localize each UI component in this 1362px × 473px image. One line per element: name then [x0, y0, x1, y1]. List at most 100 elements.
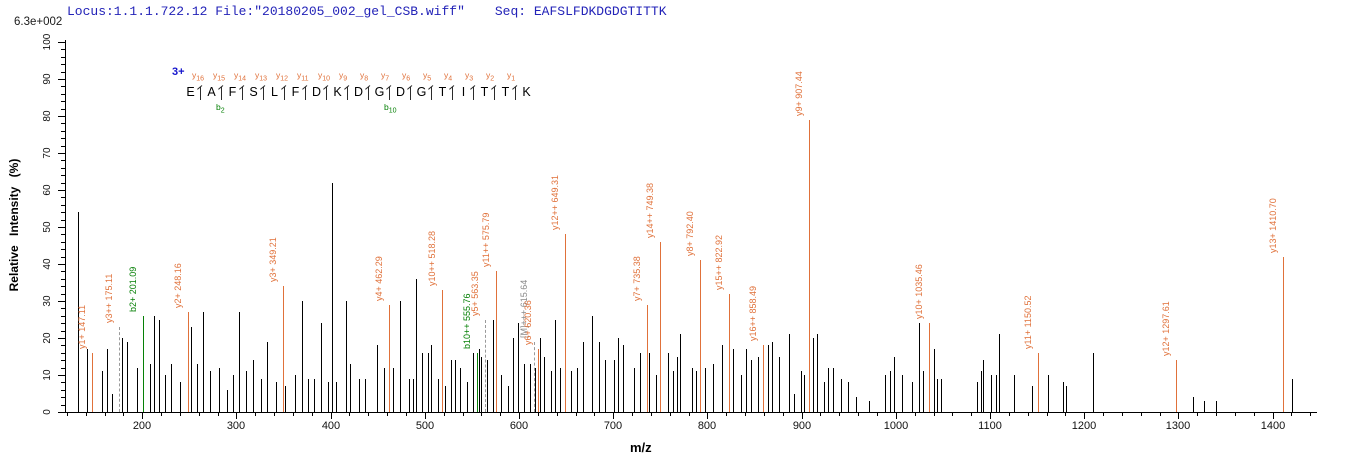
peak-line [438, 378, 439, 412]
x-major-tick [519, 413, 520, 419]
b-ion-label: b10 [384, 102, 397, 115]
x-major-tick [1178, 413, 1179, 419]
peak-annotation: b2+ 201.09 [128, 266, 138, 312]
peptide-residue: A [207, 85, 216, 99]
peak-line [359, 378, 360, 412]
peak-line [560, 367, 561, 412]
peak-line [102, 371, 103, 412]
y-ion-label: y3 [465, 70, 474, 83]
x-minor-tick [67, 413, 68, 416]
y-axis-line [65, 40, 66, 413]
annotated-peak-line [283, 286, 284, 412]
y-tick-label: 30 [42, 295, 53, 307]
fragment-mark-vertical [221, 87, 222, 100]
peptide-residue: D [311, 85, 322, 99]
peak-line [508, 386, 509, 412]
x-axis-title: m/z [630, 440, 652, 455]
peak-annotation: y12++ 649.31 [550, 175, 560, 231]
y-minor-tick [61, 175, 65, 176]
fragment-mark-vertical [305, 87, 306, 100]
x-minor-tick [123, 413, 124, 416]
peak-line [991, 375, 992, 412]
peak-line [824, 382, 825, 412]
peak-line [551, 371, 552, 412]
fragmentation-separator: y6 [402, 70, 415, 100]
y-minor-tick [61, 286, 65, 287]
y-ion-label: y5 [423, 70, 432, 83]
annotated-peak-line [442, 289, 443, 412]
x-minor-tick [858, 413, 859, 416]
x-minor-tick [670, 413, 671, 416]
peak-line [741, 375, 742, 412]
y-minor-tick [61, 390, 65, 391]
peak-line [592, 315, 593, 412]
fragment-mark-vertical [389, 87, 390, 100]
fragment-mark-vertical [452, 87, 453, 100]
peak-line [501, 375, 502, 412]
y-minor-tick [61, 353, 65, 354]
peak-line [677, 356, 678, 412]
b-ion-label: b2 [216, 102, 225, 115]
locus-file-text: Locus:1.1.1.722.12 File:"20180205_002_ge… [67, 4, 465, 19]
peak-line [246, 371, 247, 412]
peak-line [481, 356, 482, 412]
fragmentation-separator: y5 [423, 70, 436, 100]
fragmentation-separator: y16 [192, 70, 205, 100]
x-major-tick [990, 413, 991, 419]
fragmentation-separator: y8 [360, 70, 373, 100]
fragmentation-separator: y2 [486, 70, 499, 100]
peak-line [869, 400, 870, 412]
peak-annotation: y5+ 563.35 [470, 270, 480, 316]
x-major-tick [425, 413, 426, 419]
peak-line [1048, 375, 1049, 412]
x-tick-label: 1300 [1165, 420, 1191, 432]
y-minor-tick [61, 94, 65, 95]
x-major-tick [613, 413, 614, 419]
peak-line [919, 323, 920, 412]
x-minor-tick [463, 413, 464, 416]
peak-line [1014, 375, 1015, 412]
y-minor-tick [61, 308, 65, 309]
peak-line [535, 367, 536, 412]
annotated-peak-line [496, 271, 497, 412]
y-minor-tick [61, 323, 65, 324]
peak-line [530, 363, 531, 412]
peak-line [768, 345, 769, 412]
peak-line [180, 382, 181, 412]
fragment-mark-vertical [200, 87, 201, 100]
peak-line [634, 367, 635, 412]
peak-annotation: y8+ 792.40 [685, 211, 695, 257]
peak-annotation: y12+ 1297.61 [1161, 301, 1171, 357]
sequence-text: Seq: EAFSLFDKDGDGTITTK [494, 4, 667, 19]
y-tick-label: 50 [42, 221, 53, 233]
x-tick-label: 1100 [978, 420, 1002, 432]
y-minor-tick [61, 72, 65, 73]
x-axis-line [63, 412, 1317, 413]
y-ion-label: y11 [297, 70, 309, 83]
peak-annotation: y10++ 518.28 [427, 230, 437, 286]
peak-line [692, 367, 693, 412]
y-minor-tick [61, 345, 65, 346]
peak-line [239, 312, 240, 412]
x-tick-label: 900 [792, 420, 812, 432]
x-minor-tick [349, 413, 350, 416]
y-minor-tick [61, 397, 65, 398]
peak-line [276, 382, 277, 412]
x-tick-label: 800 [697, 420, 717, 432]
peak-line [409, 378, 410, 412]
peak-line [524, 363, 525, 412]
x-minor-tick [915, 413, 916, 416]
y-major-tick [58, 227, 65, 228]
y-tick-label: 0 [42, 409, 53, 415]
annotated-peak-line [1283, 256, 1284, 412]
x-minor-tick [1009, 413, 1010, 416]
peak-line [890, 371, 891, 412]
peptide-residue: D [353, 85, 364, 99]
peak-line [137, 367, 138, 412]
peak-line [722, 345, 723, 412]
peak-line [696, 371, 697, 412]
peak-line [583, 341, 584, 412]
